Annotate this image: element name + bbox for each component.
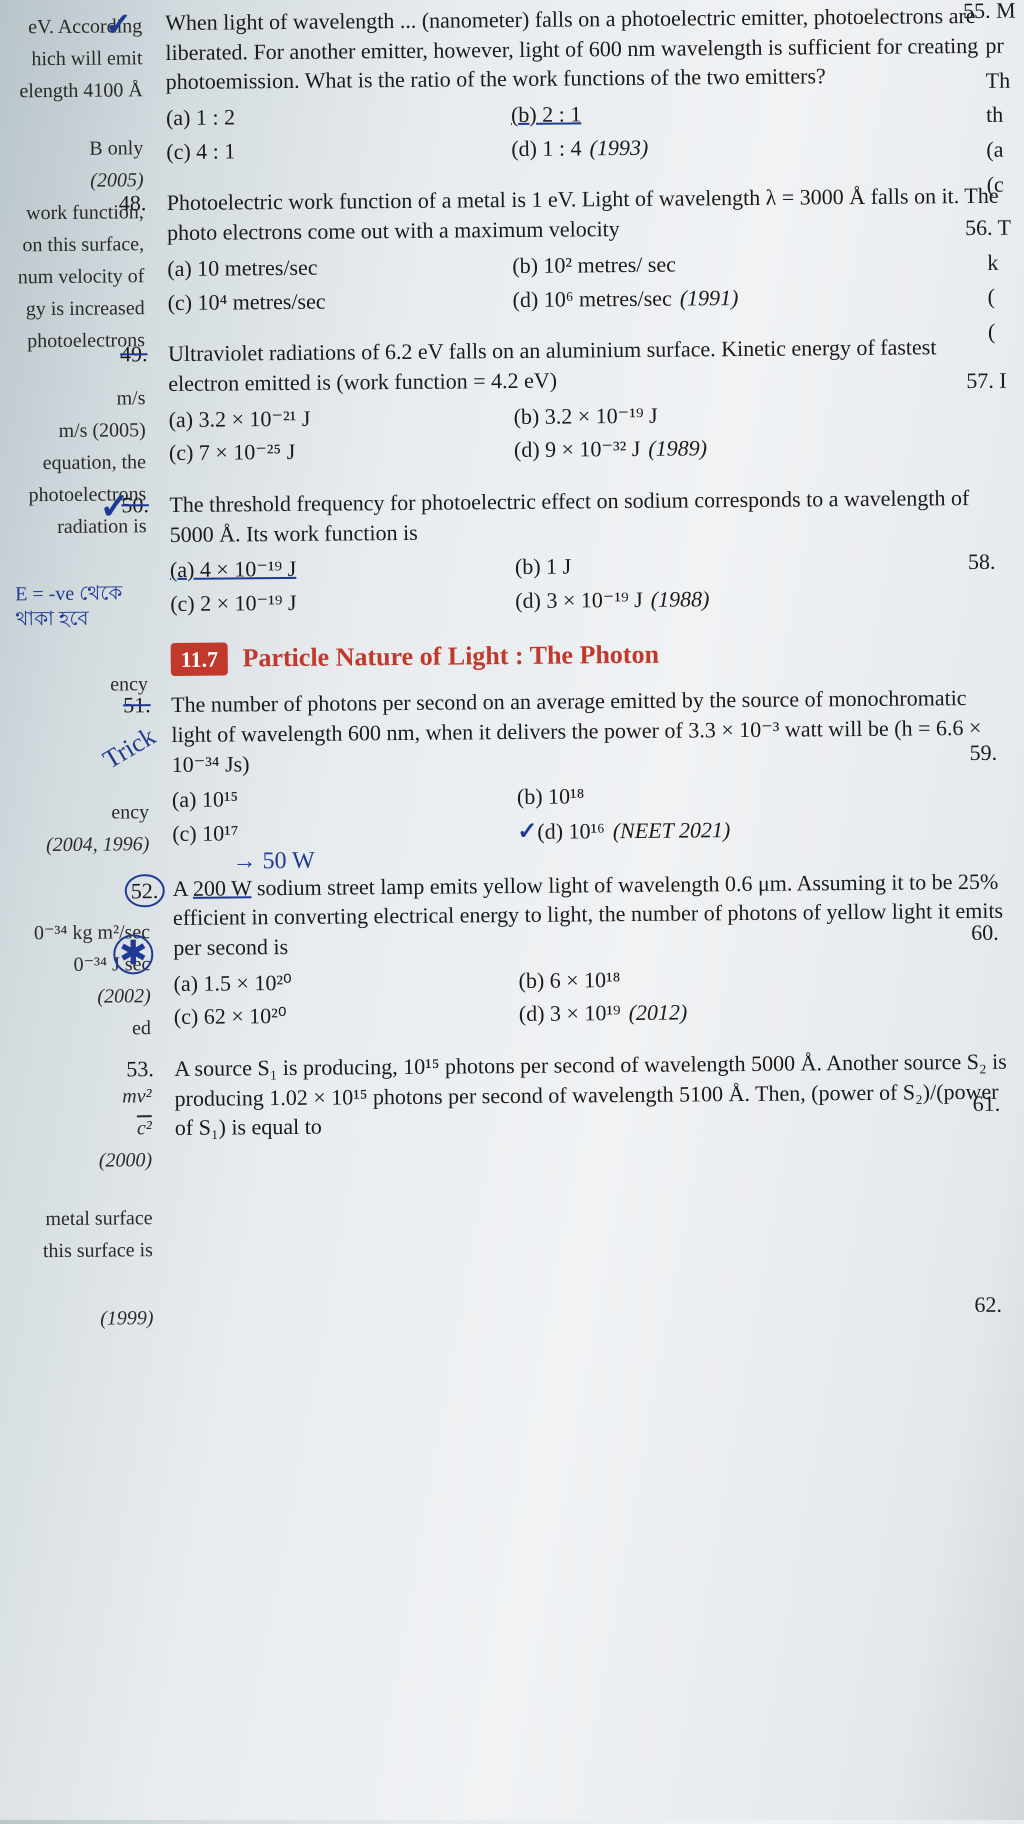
q51-opt-a: (a) 10¹⁵ <box>172 783 477 815</box>
frag: gy is increased <box>11 295 145 322</box>
frag: 61. <box>973 1089 1024 1120</box>
q51-opt-c: (c) 10¹⁷ <box>172 816 477 851</box>
q47-opt-a: (a) 1 : 2 <box>166 100 471 132</box>
frag: hich will emit <box>8 45 142 72</box>
question-48: 48. Photoelectric work function of a met… <box>167 181 1007 317</box>
section-num: 11.7 <box>171 642 229 676</box>
q51-num: 51. <box>123 691 151 721</box>
frag: (1999) <box>19 1305 153 1332</box>
frag: (a <box>986 135 1019 166</box>
frag: 55. M <box>963 0 1018 27</box>
q49-opt-b: (b) 3.2 × 10⁻¹⁹ J <box>514 399 819 431</box>
q51-opt-d: ✓(d) 10¹⁶(NEET 2021) <box>517 813 822 848</box>
q49-text: Ultraviolet radiations of 6.2 eV falls o… <box>168 332 1007 399</box>
q47-opt-c: (c) 4 : 1 <box>166 134 471 166</box>
q52-num: 52. <box>125 874 165 908</box>
star-icon: ✱ <box>113 934 153 974</box>
q52-opt-a: (a) 1.5 × 10²⁰ <box>173 966 478 998</box>
question-52: 52. → 50 W ✱ A 200 W sodium street lamp … <box>173 866 1013 1032</box>
q50-opt-c: (c) 2 × 10⁻¹⁹ J <box>170 586 475 618</box>
section-title: Particle Nature of Light : The Photon <box>242 639 659 672</box>
q50-opt-d: (d) 3 × 10⁻¹⁹ J(1988) <box>515 583 820 615</box>
frag: 56. T <box>965 212 1020 243</box>
frag: ( <box>988 317 1021 348</box>
question-50: ✓ 50. The threshold frequency for photoe… <box>169 483 1009 619</box>
frag: (2002) <box>17 983 151 1010</box>
q48-opt-a: (a) 10 metres/sec <box>167 251 472 283</box>
frag: 58. <box>968 546 1023 577</box>
frag: B only <box>9 135 143 162</box>
frag: equation, the <box>12 449 146 476</box>
frag: ency <box>15 799 149 826</box>
tick-icon: ✓ <box>105 3 132 46</box>
frag: num velocity of <box>10 263 144 290</box>
handwriting: থাকা হবে <box>15 606 88 634</box>
frag: k <box>987 247 1020 278</box>
q53-num: 53. <box>126 1054 154 1084</box>
frag: metal surface <box>19 1205 153 1232</box>
question-51: 51. Trick The number of photons per seco… <box>171 683 1011 851</box>
section-heading: 11.7 Particle Nature of Light : The Phot… <box>171 633 1010 676</box>
q50-opt-b: (b) 1 J <box>515 550 820 582</box>
frag: on this surface, <box>10 231 144 258</box>
frag: 59. <box>969 737 1024 768</box>
frag: m/s <box>11 385 145 412</box>
question-47: ✓ When light of wavelength ... (nanomete… <box>165 1 1005 167</box>
q52-text: A 200 W sodium street lamp emits yellow … <box>173 866 1013 962</box>
q50-opt-a: (a) 4 × 10⁻¹⁹ J <box>170 553 475 585</box>
frag: (c <box>987 170 1020 201</box>
q51-text: The number of photons per second on an a… <box>171 683 1011 779</box>
question-49: 49. Ultraviolet radiations of 6.2 eV fal… <box>168 332 1008 468</box>
frag: (2004, 1996) <box>15 831 149 858</box>
frag: mv² <box>17 1083 151 1110</box>
q47-opt-d: (d) 1 : 4(1993) <box>511 131 816 163</box>
frag: (2000) <box>18 1147 152 1174</box>
frag: 60. <box>971 918 1024 949</box>
q49-opt-d: (d) 9 × 10⁻³² J(1989) <box>514 433 819 465</box>
handwriting: E = -ve থেকে <box>15 580 122 608</box>
frag: ed <box>17 1015 151 1042</box>
q49-opt-a: (a) 3.2 × 10⁻²¹ J <box>169 402 474 434</box>
q51-opt-b: (b) 10¹⁸ <box>517 780 822 812</box>
frag: m/s (2005) <box>12 417 146 444</box>
handwriting-50w: → 50 W <box>232 844 314 877</box>
q50-text: The threshold frequency for photoelectri… <box>169 483 1008 550</box>
frag: ( <box>987 282 1020 313</box>
q47-text: When light of wavelength ... (nanometer)… <box>165 1 1005 97</box>
question-53: 53. A source S₁ is producing, 10¹⁵ photo… <box>174 1047 1014 1143</box>
frag: elength 4100 Å <box>9 77 143 104</box>
frag: pr <box>985 30 1018 61</box>
q48-num: 48. <box>119 189 147 219</box>
q52-opt-c: (c) 62 × 10²⁰ <box>174 1000 479 1032</box>
q53-text: A source S₁ is producing, 10¹⁵ photons p… <box>174 1047 1014 1143</box>
q48-opt-b: (b) 10² metres/ sec <box>512 248 817 280</box>
q47-opt-b: (b) 2 : 1 <box>511 97 816 129</box>
q49-num: 49. <box>120 339 148 369</box>
q52-opt-b: (b) 6 × 10¹⁸ <box>518 963 823 995</box>
q48-opt-c: (c) 10⁴ metres/sec <box>167 285 472 317</box>
frag: Th <box>986 65 1019 96</box>
frag: this surface is <box>19 1237 153 1264</box>
q52-opt-d: (d) 3 × 10¹⁹(2012) <box>519 997 824 1029</box>
q48-text: Photoelectric work function of a metal i… <box>167 181 1006 248</box>
left-margin-fragments: eV. According hich will emit elength 410… <box>0 3 166 1824</box>
frag: th <box>986 100 1019 131</box>
right-margin-fragments: 55. M pr Th th (a (c 56. T k ( ( 57. I 5… <box>963 0 1024 1391</box>
frag: c² <box>18 1115 152 1142</box>
q48-opt-d: (d) 10⁶ metres/sec(1991) <box>512 282 817 314</box>
q49-opt-c: (c) 7 × 10⁻²⁵ J <box>169 436 474 468</box>
frag: 62. <box>974 1289 1024 1320</box>
frag: 57. I <box>966 366 1021 397</box>
q50-num: 50. <box>121 490 149 520</box>
main-column: ✓ When light of wavelength ... (nanomete… <box>165 0 1014 1143</box>
